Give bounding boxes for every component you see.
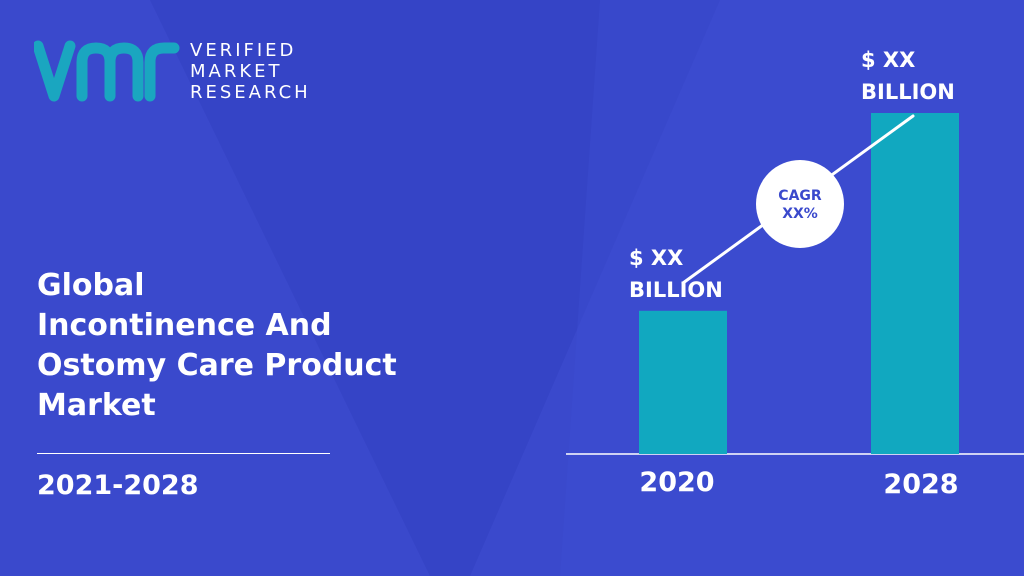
bar-2028 bbox=[871, 113, 959, 454]
value-label-2028-amount: $ XX bbox=[861, 48, 915, 72]
bar-2020 bbox=[639, 310, 727, 454]
value-label-2028-unit: BILLION bbox=[861, 80, 955, 104]
logo-line-research: RESEARCH bbox=[190, 82, 311, 103]
x-tick-2028: 2028 bbox=[883, 469, 958, 500]
cagr-badge bbox=[756, 160, 844, 248]
title-line-2: Incontinence And bbox=[37, 308, 332, 343]
logo-line-market: MARKET bbox=[190, 61, 283, 82]
cagr-label: CAGR bbox=[778, 188, 822, 204]
title-divider bbox=[37, 453, 330, 454]
cagr-value: XX% bbox=[782, 206, 818, 222]
x-tick-2020: 2020 bbox=[639, 467, 714, 498]
report-title: Global Incontinence And Ostomy Care Prod… bbox=[37, 266, 457, 426]
title-line-3: Ostomy Care Product bbox=[37, 348, 397, 383]
value-label-2020-amount: $ XX bbox=[629, 246, 683, 270]
logo-line-verified: VERIFIED bbox=[190, 40, 297, 61]
value-label-2020-unit: BILLION bbox=[629, 278, 723, 302]
title-line-4: Market bbox=[37, 388, 156, 423]
title-line-1: Global bbox=[37, 268, 145, 303]
vmr-logo bbox=[34, 40, 180, 102]
forecast-period: 2021-2028 bbox=[37, 470, 199, 501]
logo-wordmark: VERIFIED MARKET RESEARCH bbox=[190, 40, 311, 103]
